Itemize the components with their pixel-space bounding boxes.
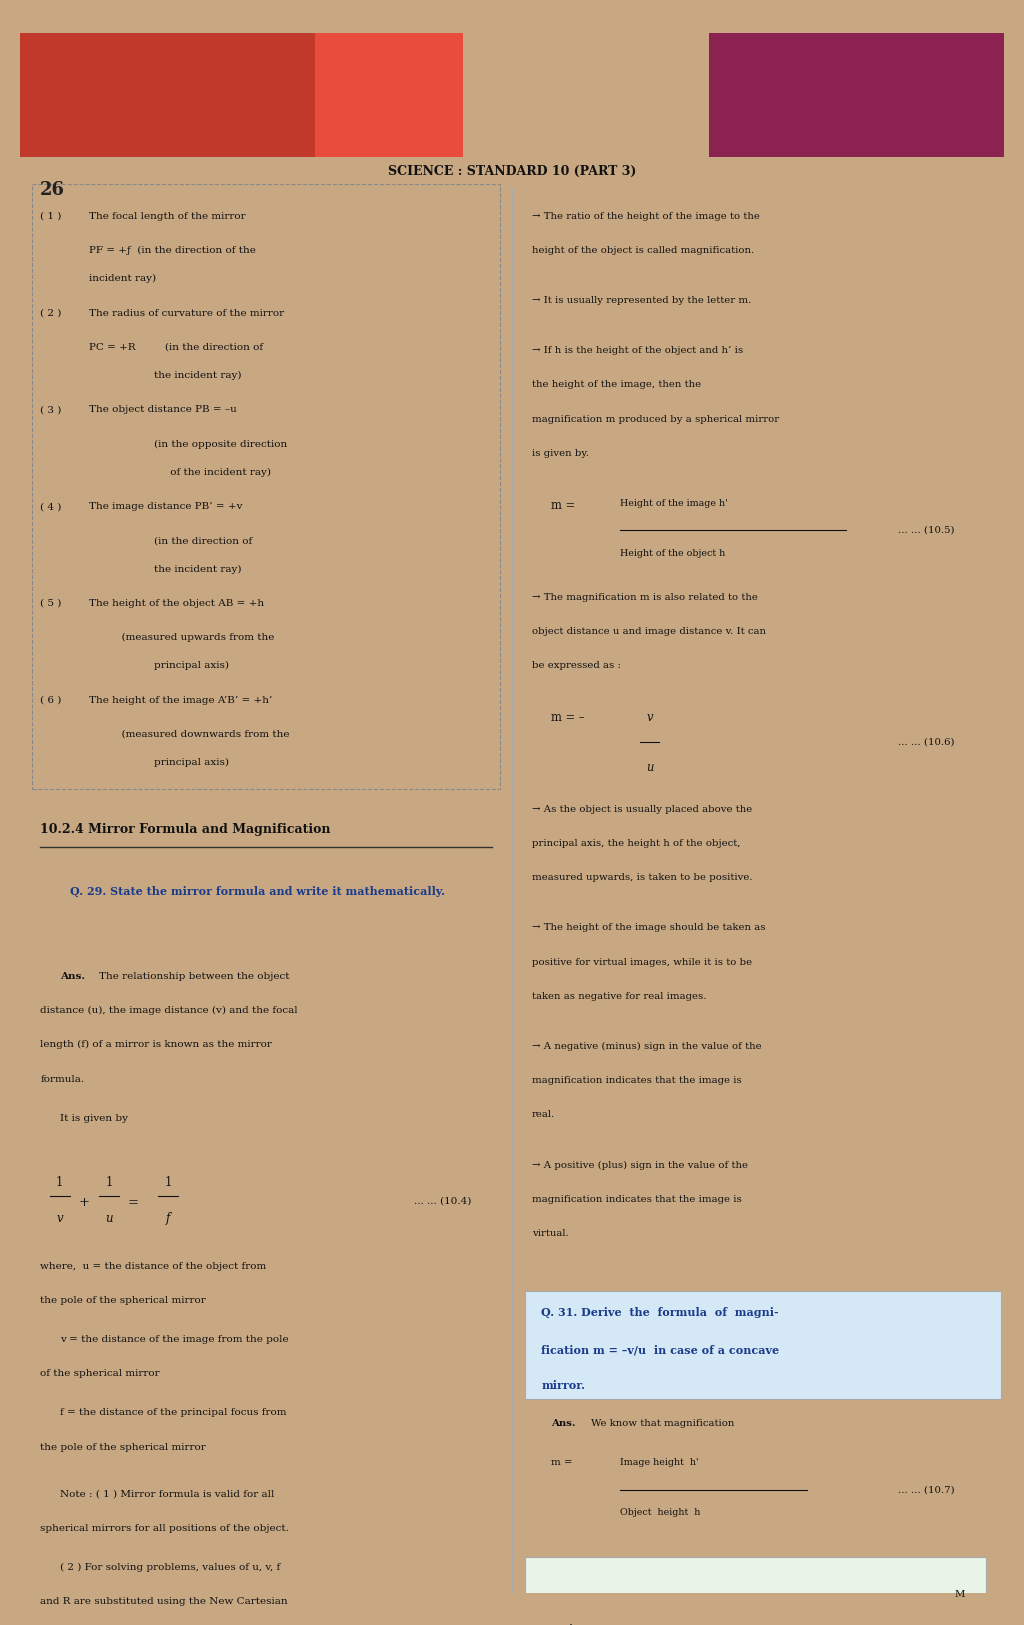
- Text: PC = +R         (in the direction of: PC = +R (in the direction of: [89, 343, 263, 353]
- Text: be expressed as :: be expressed as :: [531, 661, 621, 670]
- Text: the pole of the spherical mirror: the pole of the spherical mirror: [40, 1297, 206, 1305]
- Text: object distance u and image distance v. It can: object distance u and image distance v. …: [531, 627, 766, 635]
- Text: ... ... (10.6): ... ... (10.6): [898, 738, 954, 748]
- Text: taken as negative for real images.: taken as negative for real images.: [531, 991, 707, 1001]
- Text: the incident ray): the incident ray): [89, 370, 242, 380]
- Text: Height of the image h': Height of the image h': [621, 499, 728, 509]
- Text: ... ... (10.5): ... ... (10.5): [898, 525, 954, 535]
- Text: The object distance PB = –u: The object distance PB = –u: [89, 405, 237, 414]
- Text: → If h is the height of the object and h’ is: → If h is the height of the object and h…: [531, 346, 742, 354]
- Text: m =: m =: [551, 1458, 572, 1467]
- Text: u: u: [646, 760, 653, 773]
- Text: m =: m =: [551, 499, 575, 512]
- Text: positive for virtual images, while it is to be: positive for virtual images, while it is…: [531, 957, 752, 967]
- Text: 10.2.4 Mirror Formula and Magnification: 10.2.4 Mirror Formula and Magnification: [40, 824, 331, 837]
- Text: The image distance PB’ = +v: The image distance PB’ = +v: [89, 502, 243, 510]
- Text: where,  u = the distance of the object from: where, u = the distance of the object fr…: [40, 1261, 266, 1271]
- Text: principal axis): principal axis): [89, 661, 229, 670]
- Text: The relationship between the object: The relationship between the object: [99, 972, 290, 980]
- Text: → As the object is usually placed above the: → As the object is usually placed above …: [531, 804, 752, 814]
- Text: incident ray): incident ray): [89, 275, 157, 283]
- Text: height of the object is called magnification.: height of the object is called magnifica…: [531, 247, 754, 255]
- Text: (measured upwards from the: (measured upwards from the: [89, 634, 274, 642]
- Text: the incident ray): the incident ray): [89, 564, 242, 574]
- Text: magnification m produced by a spherical mirror: magnification m produced by a spherical …: [531, 414, 779, 424]
- Text: → The height of the image should be taken as: → The height of the image should be take…: [531, 923, 765, 933]
- Text: m = –: m = –: [551, 712, 585, 725]
- Text: +: +: [79, 1196, 90, 1209]
- Text: spherical mirrors for all positions of the object.: spherical mirrors for all positions of t…: [40, 1524, 289, 1532]
- Text: (measured downwards from the: (measured downwards from the: [89, 730, 290, 739]
- Text: (in the direction of: (in the direction of: [89, 536, 253, 546]
- Text: Ans.: Ans.: [551, 1419, 575, 1428]
- Text: fication m = –v/u  in case of a concave: fication m = –v/u in case of a concave: [542, 1344, 779, 1355]
- Text: 1: 1: [105, 1176, 113, 1190]
- Text: ( 4 ): ( 4 ): [40, 502, 61, 510]
- Text: Height of the object h: Height of the object h: [621, 549, 725, 557]
- Text: We know that magnification: We know that magnification: [591, 1419, 734, 1428]
- FancyBboxPatch shape: [524, 1292, 1000, 1399]
- Text: ( 2 ): ( 2 ): [40, 309, 61, 317]
- Text: of the spherical mirror: of the spherical mirror: [40, 1370, 160, 1378]
- Text: mirror.: mirror.: [542, 1380, 586, 1391]
- Text: It is given by: It is given by: [59, 1113, 128, 1123]
- Text: magnification indicates that the image is: magnification indicates that the image i…: [531, 1076, 741, 1086]
- Text: The height of the image A’B’ = +h’: The height of the image A’B’ = +h’: [89, 696, 272, 705]
- Text: magnification indicates that the image is: magnification indicates that the image i…: [531, 1194, 741, 1204]
- Text: f = the distance of the principal focus from: f = the distance of the principal focus …: [59, 1409, 287, 1417]
- Text: principal axis): principal axis): [89, 757, 229, 767]
- Text: ( 6 ): ( 6 ): [40, 696, 61, 705]
- Text: Note : ( 1 ) Mirror formula is valid for all: Note : ( 1 ) Mirror formula is valid for…: [59, 1490, 274, 1498]
- Text: → The ratio of the height of the image to the: → The ratio of the height of the image t…: [531, 211, 760, 221]
- FancyBboxPatch shape: [524, 1557, 986, 1625]
- Text: ( 1 ): ( 1 ): [40, 211, 61, 221]
- Text: distance (u), the image distance (v) and the focal: distance (u), the image distance (v) and…: [40, 1006, 298, 1016]
- Text: is given by.: is given by.: [531, 449, 589, 458]
- Text: 1: 1: [56, 1176, 63, 1190]
- Text: measured upwards, is taken to be positive.: measured upwards, is taken to be positiv…: [531, 873, 753, 882]
- Text: the pole of the spherical mirror: the pole of the spherical mirror: [40, 1443, 206, 1451]
- Text: and R are substituted using the New Cartesian: and R are substituted using the New Cart…: [40, 1597, 288, 1606]
- Text: Q. 31. Derive  the  formula  of  magni-: Q. 31. Derive the formula of magni-: [542, 1306, 779, 1318]
- Text: ( 5 ): ( 5 ): [40, 598, 61, 608]
- Text: Image height  h': Image height h': [621, 1458, 698, 1467]
- Text: Ans.: Ans.: [59, 972, 85, 980]
- Text: PF = +ƒ  (in the direction of the: PF = +ƒ (in the direction of the: [89, 247, 256, 255]
- Text: 1: 1: [164, 1176, 172, 1190]
- FancyBboxPatch shape: [463, 32, 709, 158]
- Text: ( 3 ): ( 3 ): [40, 405, 61, 414]
- Text: length (f) of a mirror is known as the mirror: length (f) of a mirror is known as the m…: [40, 1040, 272, 1050]
- Text: The height of the object AB = +h: The height of the object AB = +h: [89, 598, 264, 608]
- Text: v = the distance of the image from the pole: v = the distance of the image from the p…: [59, 1336, 289, 1344]
- Text: ... ... (10.4): ... ... (10.4): [414, 1196, 471, 1206]
- Text: 26: 26: [40, 180, 66, 198]
- Text: → A negative (minus) sign in the value of the: → A negative (minus) sign in the value o…: [531, 1042, 761, 1051]
- FancyBboxPatch shape: [315, 32, 463, 158]
- Text: → The magnification m is also related to the: → The magnification m is also related to…: [531, 593, 758, 601]
- Text: → It is usually represented by the letter m.: → It is usually represented by the lette…: [531, 296, 751, 306]
- Text: (in the opposite direction: (in the opposite direction: [89, 440, 288, 449]
- Text: formula.: formula.: [40, 1074, 84, 1084]
- FancyBboxPatch shape: [20, 32, 315, 158]
- Text: ... ... (10.7): ... ... (10.7): [898, 1485, 954, 1493]
- Text: =: =: [128, 1196, 139, 1209]
- FancyBboxPatch shape: [709, 32, 1004, 158]
- Text: ( 2 ) For solving problems, values of u, v, f: ( 2 ) For solving problems, values of u,…: [59, 1563, 280, 1571]
- Text: The focal length of the mirror: The focal length of the mirror: [89, 211, 246, 221]
- Text: Object  height  h: Object height h: [621, 1508, 700, 1518]
- Text: real.: real.: [531, 1110, 555, 1120]
- Text: the height of the image, then the: the height of the image, then the: [531, 380, 700, 390]
- Text: → A positive (plus) sign in the value of the: → A positive (plus) sign in the value of…: [531, 1160, 748, 1170]
- Text: M: M: [954, 1589, 965, 1599]
- Text: principal axis, the height h of the object,: principal axis, the height h of the obje…: [531, 838, 740, 848]
- Text: of the incident ray): of the incident ray): [89, 468, 271, 476]
- Text: f: f: [166, 1212, 170, 1225]
- Text: The radius of curvature of the mirror: The radius of curvature of the mirror: [89, 309, 285, 317]
- Text: virtual.: virtual.: [531, 1228, 568, 1238]
- Text: u: u: [105, 1212, 113, 1225]
- Text: SCIENCE : STANDARD 10 (PART 3): SCIENCE : STANDARD 10 (PART 3): [388, 166, 636, 179]
- Text: v: v: [646, 712, 653, 725]
- Text: Q. 29. State the mirror formula and write it mathematically.: Q. 29. State the mirror formula and writ…: [70, 886, 444, 897]
- Text: v: v: [56, 1212, 63, 1225]
